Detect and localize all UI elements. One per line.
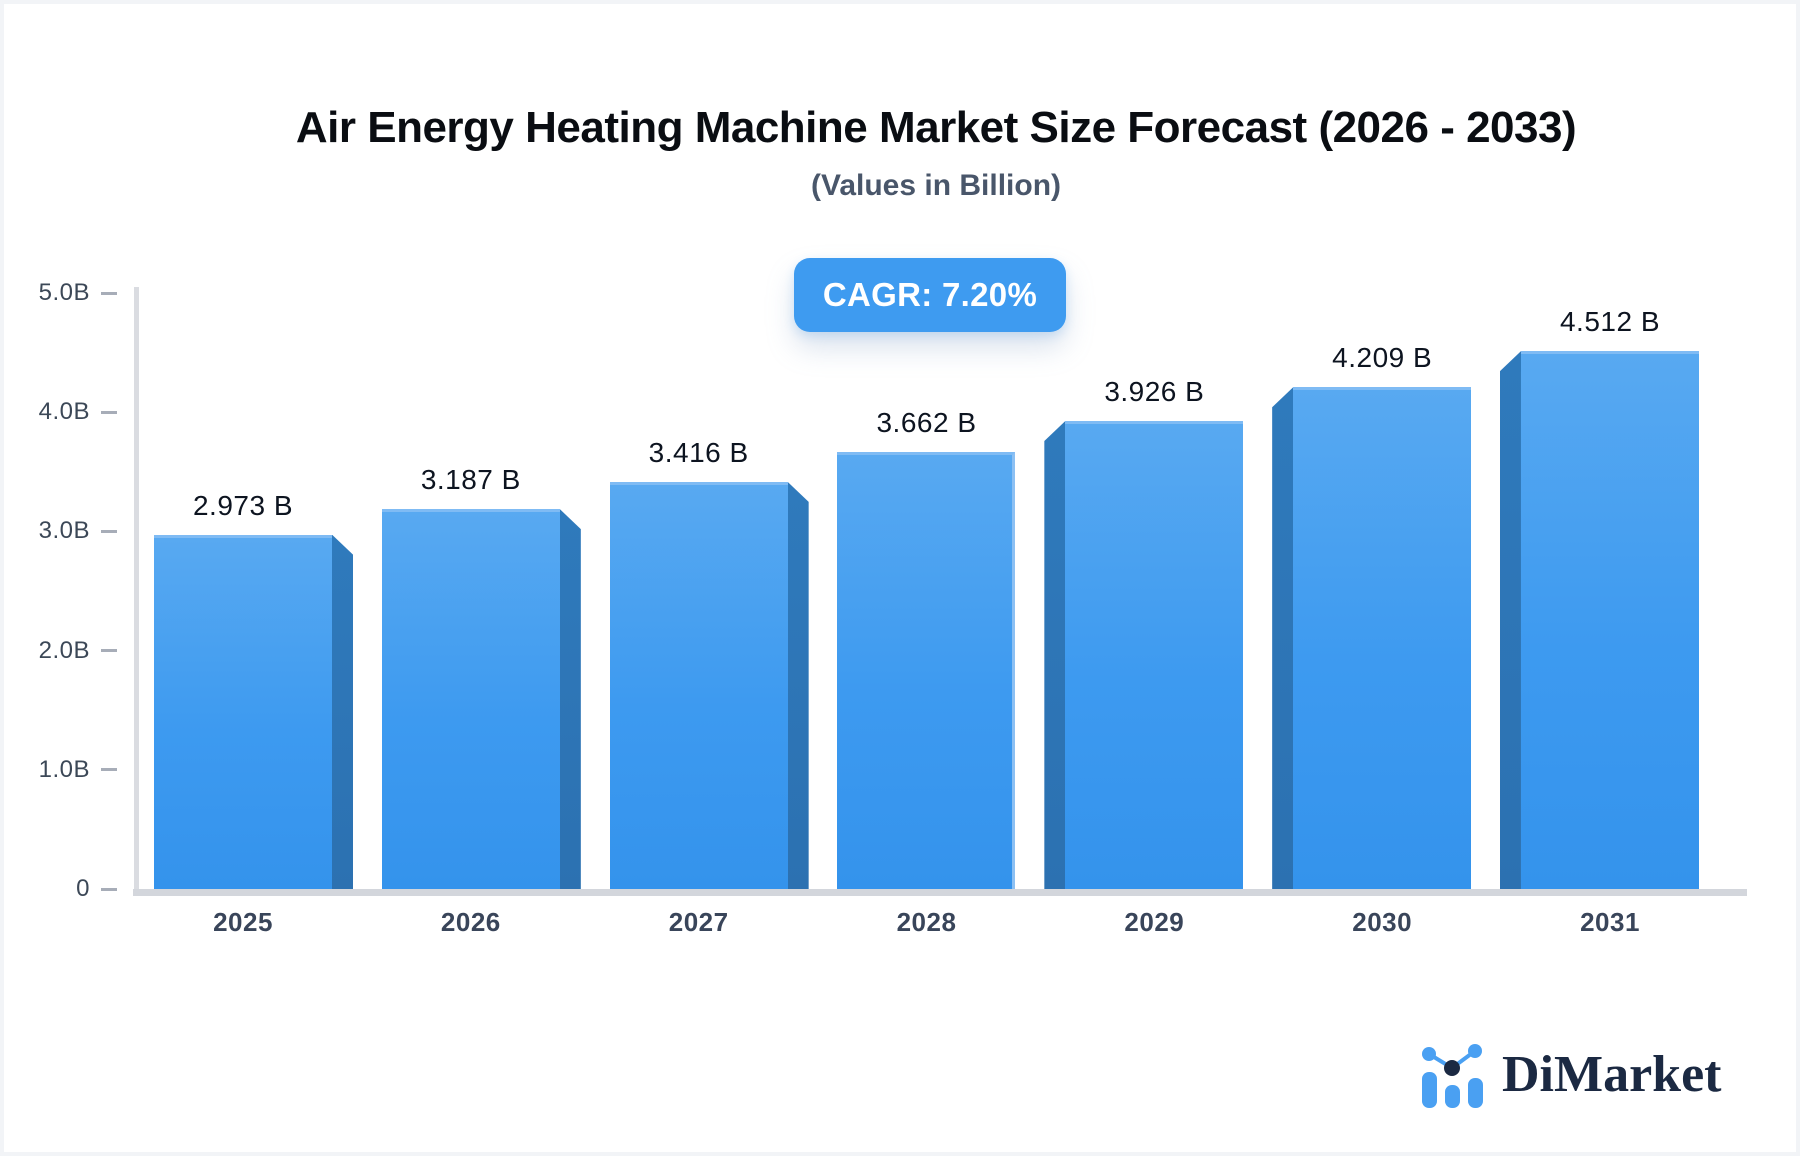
- y-tick-label: 4.0B: [38, 398, 90, 426]
- y-tick-label: 3.0B: [38, 517, 90, 545]
- cagr-badge: CAGR: 7.20%: [794, 258, 1066, 332]
- bar-3d-side: [1499, 351, 1521, 889]
- x-tick-label: 2028: [896, 907, 957, 937]
- y-axis-tick: [101, 291, 117, 295]
- bar-3d-side: [559, 509, 581, 889]
- mini-bar-line-chart-icon: [1422, 1044, 1483, 1108]
- bar: [837, 452, 1016, 889]
- chart-title: Air Energy Heating Machine Market Size F…: [295, 103, 1577, 152]
- bar: [609, 481, 788, 889]
- bar-3d-side: [787, 481, 809, 889]
- bar-value-label: 3.926 B: [1104, 376, 1205, 408]
- x-tick-label: 2030: [1352, 907, 1413, 937]
- y-axis-tick: [101, 887, 117, 891]
- x-tick-label: 2027: [668, 907, 729, 937]
- bar-value-label: 4.512 B: [1559, 306, 1660, 338]
- y-axis-tick: [101, 529, 117, 533]
- y-tick-label: 0: [76, 875, 90, 902]
- bar: [1065, 421, 1244, 889]
- bar-value-label: 3.662 B: [876, 407, 977, 439]
- brand-logo: DiMarket: [1420, 1034, 1721, 1110]
- bar-value-label: 3.416 B: [648, 436, 749, 468]
- bar: [1293, 387, 1472, 889]
- x-tick-label: 2025: [213, 907, 273, 937]
- x-tick-label: 2029: [1124, 907, 1185, 937]
- y-axis-tick: [101, 410, 117, 414]
- y-axis-line: [134, 287, 139, 893]
- x-axis-baseline: [133, 889, 1747, 896]
- chart-subtitle: (Values in Billion): [810, 169, 1062, 202]
- bar-3d-side: [1044, 421, 1066, 889]
- bar-3d-side: [332, 534, 353, 889]
- bar-value-label: 3.187 B: [420, 464, 521, 496]
- bar: [381, 509, 560, 889]
- y-tick-label: 5.0B: [38, 279, 90, 306]
- y-axis-tick: [101, 649, 117, 653]
- chart-header: Air Energy Heating Machine Market Size F…: [76, 102, 1796, 204]
- bar: [1520, 351, 1699, 889]
- bar-value-label: 4.209 B: [1332, 342, 1433, 374]
- y-tick-label: 1.0B: [38, 755, 90, 783]
- x-tick-label: 2031: [1580, 907, 1640, 937]
- brand-logo-text: DiMarket: [1502, 1046, 1722, 1103]
- bar-3d-side: [1272, 387, 1294, 889]
- x-tick-label: 2026: [440, 907, 501, 937]
- y-axis-tick: [101, 768, 117, 772]
- bar: [154, 534, 332, 889]
- y-tick-label: 2.0B: [38, 636, 90, 664]
- cagr-badge-label: CAGR: 7.20%: [822, 276, 1038, 313]
- bar-value-label: 2.973 B: [192, 489, 294, 521]
